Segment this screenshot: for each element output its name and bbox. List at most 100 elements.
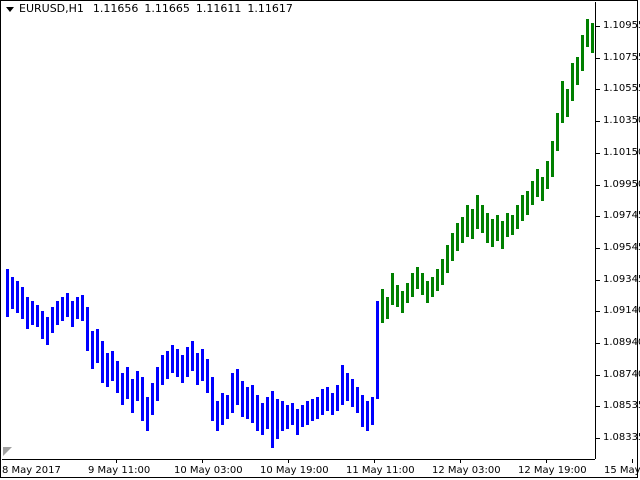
price-bar [121, 373, 124, 405]
price-bar [441, 259, 444, 285]
price-bar [296, 409, 299, 435]
price-tick [596, 184, 600, 186]
price-tick [596, 121, 600, 123]
price-bar [131, 379, 134, 413]
price-bar [591, 23, 594, 53]
time-axis-line [2, 459, 595, 460]
quote-high-value: 1.11665 [144, 2, 190, 15]
price-bar [421, 273, 424, 295]
price-bar [251, 385, 254, 423]
price-bar [481, 205, 484, 233]
time-tick [116, 459, 117, 463]
price-bar [26, 297, 29, 329]
price-bar [496, 215, 499, 241]
price-bar [426, 281, 429, 303]
chart-header: EURUSD,H1 1.11656 1.11665 1.11611 1.1161… [1, 1, 299, 17]
price-bar [216, 401, 219, 431]
price-bar [176, 349, 179, 377]
price-label: 1.09140 [603, 305, 640, 317]
price-bar [446, 245, 449, 273]
price-label: 1.10150 [603, 146, 640, 158]
price-bar [96, 329, 99, 363]
price-bar [356, 387, 359, 413]
price-bar [556, 113, 559, 151]
time-label: 12 May 19:00 [518, 465, 587, 476]
price-bar [301, 405, 304, 427]
price-label: 1.09345 [603, 273, 640, 285]
price-bar [551, 141, 554, 177]
price-bar [476, 195, 479, 229]
price-bar [386, 297, 389, 319]
price-bar [431, 277, 434, 297]
time-tick [374, 459, 375, 463]
price-label: 1.10755 [603, 51, 640, 63]
price-label: 1.09545 [603, 241, 640, 253]
price-bar [401, 291, 404, 313]
price-bar [106, 353, 109, 387]
price-bar [111, 351, 114, 381]
plot-area[interactable] [2, 17, 594, 458]
price-bar [371, 397, 374, 425]
price-bar [191, 341, 194, 371]
price-bar [376, 301, 379, 399]
price-bar [346, 373, 349, 401]
price-bar [41, 311, 44, 339]
price-bar [321, 389, 324, 415]
price-bar [581, 35, 584, 71]
price-bar [361, 395, 364, 427]
price-bar [146, 397, 149, 431]
price-bar [576, 57, 579, 85]
price-bar [186, 347, 189, 377]
price-bar [11, 277, 14, 309]
price-tick [596, 279, 600, 281]
price-bar [226, 395, 229, 419]
price-bar [56, 301, 59, 325]
price-bar [211, 377, 214, 421]
price-label: 1.08335 [603, 432, 640, 444]
price-bar [51, 307, 54, 333]
price-bar [341, 365, 344, 405]
time-tick [460, 459, 461, 463]
price-bar [526, 191, 529, 215]
price-axis[interactable]: 1.10955 1.10755 1.10555 1.10350 1.10150 1.099… [595, 2, 640, 459]
price-bar [21, 287, 24, 319]
price-bar [206, 359, 209, 393]
time-tick [288, 459, 289, 463]
price-bar [351, 379, 354, 407]
price-bar [396, 285, 399, 307]
chart-scale-grip[interactable] [3, 447, 12, 456]
price-bar [416, 267, 419, 289]
price-bar [241, 381, 244, 417]
price-bar [221, 393, 224, 425]
time-label: 15 May 11:00 [604, 465, 640, 476]
price-bar [231, 373, 234, 413]
price-tick [596, 57, 600, 59]
price-bar [406, 283, 409, 303]
price-bar [436, 269, 439, 291]
price-bar [561, 81, 564, 123]
price-bar [196, 353, 199, 385]
price-bar [136, 371, 139, 401]
price-bar [501, 221, 504, 249]
price-bar [411, 273, 414, 297]
chevron-down-icon[interactable] [6, 7, 14, 12]
price-bar [276, 399, 279, 439]
price-bar [586, 19, 589, 47]
price-bar [491, 219, 494, 247]
price-bar [461, 217, 464, 243]
price-bar [486, 213, 489, 243]
price-bar [141, 377, 144, 421]
price-bar [181, 355, 184, 383]
price-label: 1.08535 [603, 400, 640, 412]
price-bar [306, 401, 309, 425]
price-bar [326, 387, 329, 411]
price-bar [466, 205, 469, 237]
price-bar [566, 89, 569, 117]
price-bar [536, 169, 539, 197]
price-bar [286, 405, 289, 429]
price-bar [516, 205, 519, 229]
time-tick [632, 459, 633, 463]
price-label: 1.09950 [603, 178, 640, 190]
price-bar [31, 301, 34, 325]
